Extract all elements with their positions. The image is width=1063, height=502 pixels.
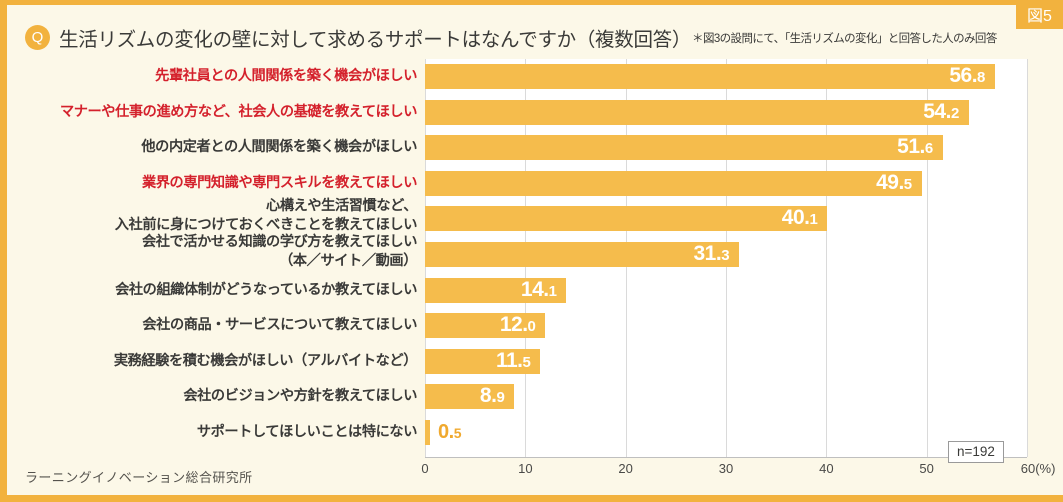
chart-row: サポートしてほしいことは特にない 0.5: [7, 420, 1056, 445]
chart-row: マナーや仕事の進め方など、社会人の基礎を教えてほしい 54.2: [7, 99, 1056, 125]
bar-category-label: 実務経験を積む機会がほしい（アルバイトなど）: [113, 352, 418, 369]
gridline-60: [1027, 59, 1028, 457]
bar-category-label: 会社で活かせる知識の学び方を教えてほしい （本／サイト／動画）: [142, 233, 417, 271]
chart-row: 業界の専門知識や専門スキルを教えてほしい 49.5: [7, 170, 1056, 196]
bar[interactable]: [425, 242, 740, 267]
bar[interactable]: [425, 277, 567, 303]
bar[interactable]: [425, 206, 828, 232]
x-axis-line: [425, 457, 1027, 458]
chart-row: 会社の組織体制がどうなっているか教えてほしい 14.1: [7, 277, 1056, 303]
page-title: 生活リズムの変化の壁に対して求めるサポートはなんですか（複数回答）: [59, 28, 692, 51]
bar-category-label: 会社の商品・サービスについて教えてほしい: [142, 317, 417, 334]
bar-value-label: 31.3: [693, 242, 730, 265]
bar-chart: 0 10 20 30 40 50 60(%) 先輩社員との人間関係を築く機会がほしい 56.8…: [7, 59, 1056, 476]
chart-row: 会社で活かせる知識の学び方を教えてほしい （本／サイト／動画） 31.3: [7, 234, 1056, 269]
gridline-40: [826, 59, 828, 457]
bar-value-label: 51.6: [897, 135, 933, 159]
bar-category-label: 心構えや生活習慣など、入社前に身につけておくべきことを教えてほしい: [114, 197, 418, 235]
bar-label-line: 心構えや生活習慣など、: [266, 198, 417, 215]
bar-category-label: 他の内定者との人間関係を築く機会がほしい: [141, 139, 417, 156]
x-tick-label: 60(%): [1020, 461, 1056, 476]
bar-category-label: 先輩社員との人間関係を築く機会がほしい: [155, 68, 417, 84]
bar-category-label: 会社のビジョンや方針を教えてほしい: [183, 388, 417, 405]
bar-value-label: 0.5: [438, 421, 462, 443]
bar-value-label: 8.9: [479, 384, 505, 408]
bar[interactable]: [425, 135, 943, 161]
bar-label-line: 入社前に身につけておくべきことを教えてほしい: [114, 217, 418, 234]
bar-value-label: 14.1: [520, 277, 557, 301]
bar-value-label: 40.1: [781, 206, 818, 230]
bar[interactable]: [425, 384, 515, 410]
bar-value-label: 54.2: [923, 99, 959, 123]
bar-category-label: 会社の組織体制がどうなっているか教えてほしい: [115, 281, 417, 298]
chart-row: 実務経験を積む機会がほしい（アルバイトなど） 11.5: [7, 348, 1056, 374]
chart-row: 会社のビジョンや方針を教えてほしい 8.9: [7, 384, 1056, 410]
bar[interactable]: [425, 313, 546, 339]
bar-value-label: 56.8: [949, 64, 985, 87]
chart-row: 他の内定者との人間関係を築く機会がほしい 51.6: [7, 135, 1056, 161]
bar-value-label: 11.5: [495, 348, 531, 372]
bar-category-label: サポートしてほしいことは特にない: [196, 424, 418, 440]
question-header: Q 生活リズムの変化の壁に対して求めるサポートはなんですか（複数回答） ＊図3の…: [25, 22, 1053, 52]
x-tick-label: 20: [618, 461, 633, 476]
x-tick-label: 0: [421, 461, 429, 476]
x-tick-label: 40: [819, 461, 834, 476]
bar-value-label: 12.0: [499, 313, 536, 337]
bar[interactable]: [425, 170, 922, 196]
bar-category-label: 業界の専門知識や専門スキルを教えてほしい: [141, 174, 417, 191]
x-tick-label: 30: [718, 461, 734, 476]
figure-number-badge: 図5: [1016, 5, 1063, 29]
bar[interactable]: [425, 348, 541, 374]
chart-row: 心構えや生活習慣など、入社前に身につけておくべきことを教えてほしい 40.1: [7, 198, 1056, 233]
bar[interactable]: [425, 99, 969, 125]
x-tick-label: 50: [919, 461, 934, 476]
sample-size-badge: n=192: [948, 441, 1004, 463]
bar-value-label: 49.5: [876, 170, 912, 194]
bar-category-label: マナーや仕事の進め方など、社会人の基礎を教えてほしい: [59, 103, 417, 120]
bar-label-line: 会社で活かせる知識の学び方を教えてほしい: [141, 234, 417, 250]
bar[interactable]: [425, 64, 995, 89]
bar-label-line: （本／サイト／動画）: [279, 253, 417, 269]
gridline-50: [926, 59, 928, 457]
x-tick-label: 10: [518, 461, 533, 476]
bar[interactable]: [425, 420, 431, 445]
question-note: ＊図3の設問にて、「生活リズムの変化」と回答した人のみ回答: [692, 33, 997, 45]
chart-row: 会社の商品・サービスについて教えてほしい 12.0: [7, 313, 1056, 339]
question-mark-icon: Q: [25, 24, 50, 50]
source-footer: ラーニングイノベーション総合研究所: [25, 470, 253, 485]
chart-row: 先輩社員との人間関係を築く機会がほしい 56.8: [7, 64, 1056, 89]
